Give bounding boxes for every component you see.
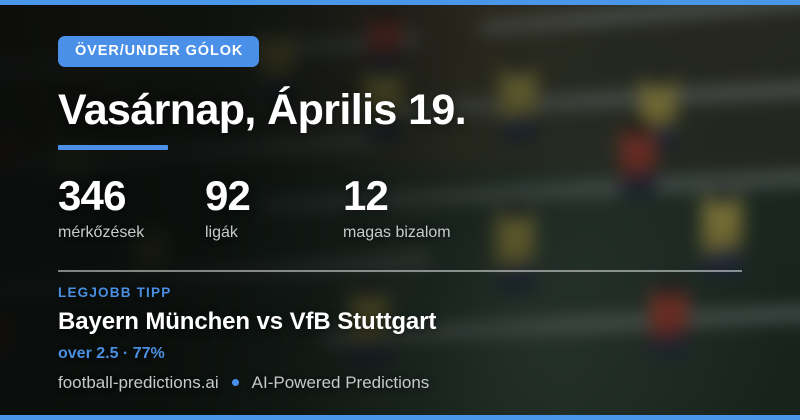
title-underline <box>58 144 168 150</box>
page-title: Vasárnap, Április 19. <box>58 85 467 134</box>
footer: football-predictions.ai AI-Powered Predi… <box>58 374 742 391</box>
stat-leagues: 92 ligák <box>205 171 343 241</box>
accent-bar-bottom <box>0 415 800 420</box>
stat-value: 92 <box>205 171 251 219</box>
blue-dot-icon <box>231 379 239 387</box>
stat-high-confidence: 12 magas bizalom <box>343 171 451 241</box>
stat-label: ligák <box>205 223 238 241</box>
best-tip-match: Bayern München vs VfB Stuttgart <box>58 308 437 336</box>
best-tip-pick: over 2.5 · 77% <box>58 345 165 363</box>
stat-value: 346 <box>58 171 126 219</box>
stat-matches: 346 mérkőzések <box>58 171 205 241</box>
stat-value: 12 <box>343 171 389 219</box>
section-divider <box>58 269 742 272</box>
category-badge: ÖVER/UNDER GÓLOK <box>58 36 260 67</box>
footer-tagline: AI-Powered Predictions <box>251 373 430 393</box>
stats-row: 346 mérkőzések 92 ligák 12 magas bizalom <box>58 171 742 241</box>
best-tip-label: LEGJOBB TIPP <box>58 284 172 300</box>
footer-site: football-predictions.ai <box>58 373 219 393</box>
stat-label: mérkőzések <box>58 223 145 241</box>
stat-label: magas bizalom <box>343 223 451 241</box>
accent-bar-top <box>0 0 800 5</box>
